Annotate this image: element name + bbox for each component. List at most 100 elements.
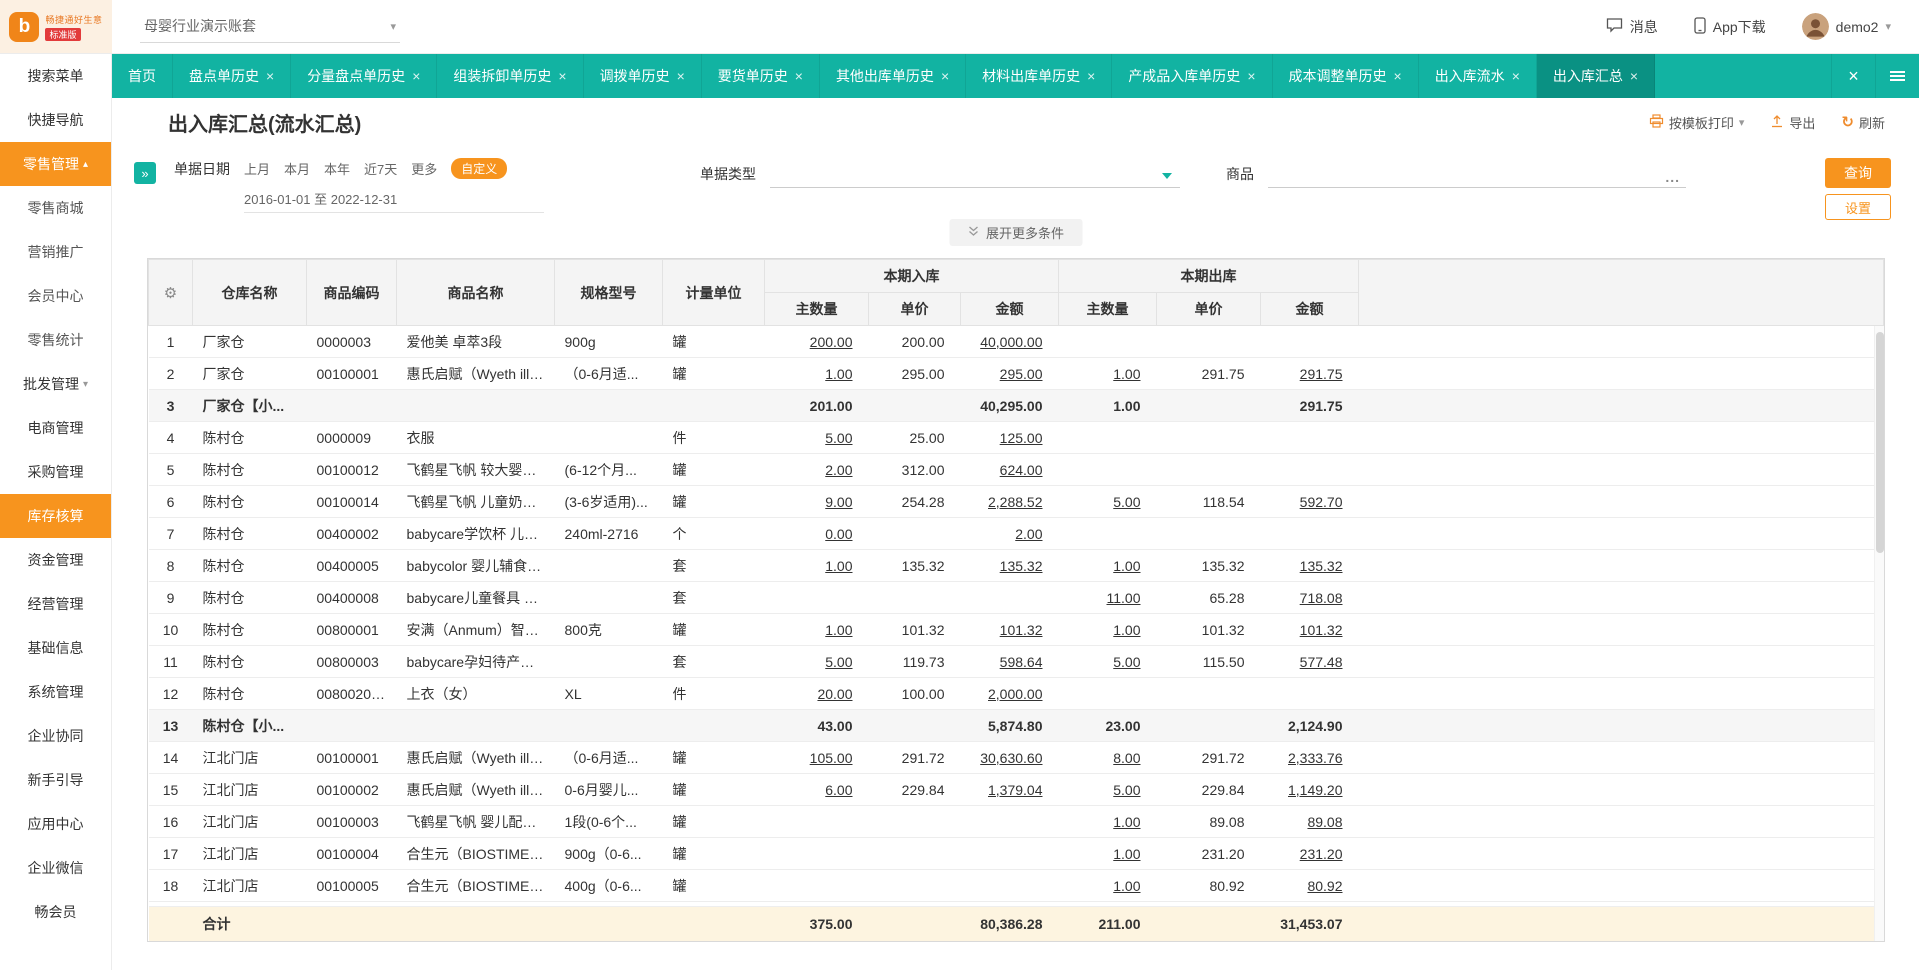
drilldown-link[interactable]: 598.64 — [999, 653, 1043, 670]
tab-close-icon[interactable]: × — [1393, 68, 1402, 84]
query-button[interactable]: 查询 — [1825, 158, 1891, 188]
drilldown-link[interactable]: 125.00 — [999, 429, 1043, 446]
close-all-tabs-button[interactable]: × — [1831, 54, 1875, 98]
sidebar-item-12[interactable]: 经营管理 — [0, 582, 111, 626]
drilldown-link[interactable]: 5.00 — [825, 653, 853, 670]
tab-close-icon[interactable]: × — [1511, 68, 1520, 84]
user-menu[interactable]: demo2 ▾ — [1801, 13, 1891, 40]
sidebar-item-11[interactable]: 资金管理 — [0, 538, 111, 582]
settings-button[interactable]: 设置 — [1825, 194, 1891, 220]
scrollbar-thumb[interactable] — [1876, 332, 1884, 554]
drilldown-link[interactable]: 577.48 — [1299, 653, 1343, 670]
drilldown-link[interactable]: 20.00 — [817, 685, 853, 702]
drilldown-link[interactable]: 2.00 — [825, 461, 853, 478]
tab-3[interactable]: 组装拆卸单历史 × — [437, 54, 584, 98]
date-quick-option-0[interactable]: 上月 — [244, 162, 271, 177]
drilldown-link[interactable]: 200.00 — [809, 333, 853, 350]
drilldown-link[interactable]: 1.00 — [825, 621, 853, 638]
sidebar-item-0[interactable]: 搜索菜单 — [0, 54, 111, 98]
tab-close-icon[interactable]: × — [412, 68, 421, 84]
tab-7[interactable]: 材料出库单历史 × — [966, 54, 1113, 98]
drilldown-link[interactable]: 8.00 — [1113, 749, 1141, 766]
product-input[interactable]: ... — [1268, 162, 1686, 188]
sidebar-item-19[interactable]: 畅会员 — [0, 890, 111, 934]
tab-close-icon[interactable]: × — [1247, 68, 1256, 84]
vertical-scrollbar[interactable] — [1874, 326, 1884, 941]
tab-2[interactable]: 分量盘点单历史 × — [291, 54, 438, 98]
drilldown-link[interactable]: 2,333.76 — [1288, 749, 1343, 766]
app-download-button[interactable]: App下载 — [1694, 16, 1766, 37]
drilldown-link[interactable]: 2,288.52 — [988, 493, 1043, 510]
drilldown-link[interactable]: 295.00 — [999, 365, 1043, 382]
drilldown-link[interactable]: 101.32 — [1299, 621, 1343, 638]
drilldown-link[interactable]: 1,379.04 — [988, 781, 1043, 798]
sidebar-item-17[interactable]: 应用中心 — [0, 802, 111, 846]
sidebar-item-5[interactable]: 会员中心 — [0, 274, 111, 318]
sidebar-item-14[interactable]: 系统管理 — [0, 670, 111, 714]
drilldown-link[interactable]: 11.00 — [1106, 589, 1141, 606]
drilldown-link[interactable]: 135.32 — [999, 557, 1043, 574]
sidebar-item-10[interactable]: 库存核算 — [0, 494, 111, 538]
doc-type-select[interactable] — [770, 162, 1180, 188]
date-quick-option-2[interactable]: 本年 — [324, 162, 351, 177]
tab-close-icon[interactable]: × — [1629, 68, 1639, 84]
tab-close-icon[interactable]: × — [558, 68, 567, 84]
drilldown-link[interactable]: 5.00 — [825, 429, 853, 446]
drilldown-link[interactable]: 40,000.00 — [980, 333, 1043, 350]
export-button[interactable]: 导出 — [1770, 113, 1815, 132]
drilldown-link[interactable]: 9.00 — [825, 493, 853, 510]
ellipsis-picker-icon[interactable]: ... — [1665, 169, 1680, 185]
sidebar-item-3[interactable]: 零售商城 — [0, 186, 111, 230]
drilldown-link[interactable]: 2,000.00 — [988, 685, 1043, 702]
tab-9[interactable]: 成本调整单历史 × — [1273, 54, 1419, 98]
drilldown-link[interactable]: 2.00 — [1015, 525, 1043, 542]
sidebar-item-4[interactable]: 营销推广 — [0, 230, 111, 274]
drilldown-link[interactable]: 0.00 — [825, 525, 853, 542]
drilldown-link[interactable]: 105.00 — [809, 749, 853, 766]
account-select[interactable]: 母婴行业演示账套 ▾ — [140, 10, 400, 43]
tab-close-icon[interactable]: × — [940, 68, 950, 84]
custom-date-badge[interactable]: 自定义 — [451, 158, 508, 179]
messages-button[interactable]: 消息 — [1606, 17, 1658, 37]
tab-close-icon[interactable]: × — [794, 68, 803, 84]
drilldown-link[interactable]: 231.20 — [1299, 845, 1343, 862]
tab-close-icon[interactable]: × — [1087, 68, 1096, 84]
sidebar-item-13[interactable]: 基础信息 — [0, 626, 111, 670]
refresh-button[interactable]: ↻ 刷新 — [1841, 113, 1885, 132]
date-range-field[interactable]: 2016-01-01 至 2022-12-31 — [244, 189, 544, 213]
collapse-filter-button[interactable]: » — [134, 162, 156, 184]
drilldown-link[interactable]: 1.00 — [1113, 845, 1141, 862]
sidebar-item-18[interactable]: 企业微信 — [0, 846, 111, 890]
drilldown-link[interactable]: 6.00 — [825, 781, 853, 798]
date-quick-option-4[interactable]: 更多 — [411, 162, 438, 177]
tab-0[interactable]: 首页 — [112, 54, 173, 98]
drilldown-link[interactable]: 624.00 — [999, 461, 1043, 478]
drilldown-link[interactable]: 291.75 — [1299, 365, 1343, 382]
drilldown-link[interactable]: 135.32 — [1299, 557, 1343, 574]
drilldown-link[interactable]: 5.00 — [1113, 781, 1141, 798]
sidebar-item-6[interactable]: 零售统计 — [0, 318, 111, 362]
print-by-template-button[interactable]: 按模板打印 ▾ — [1649, 113, 1744, 132]
drilldown-link[interactable]: 101.32 — [999, 621, 1043, 638]
drilldown-link[interactable]: 89.08 — [1307, 813, 1343, 830]
drilldown-link[interactable]: 1.00 — [825, 365, 853, 382]
date-quick-option-1[interactable]: 本月 — [284, 162, 311, 177]
drilldown-link[interactable]: 5.00 — [1113, 653, 1141, 670]
sidebar-item-8[interactable]: 电商管理 — [0, 406, 111, 450]
drilldown-link[interactable]: 5.00 — [1113, 493, 1141, 510]
tab-5[interactable]: 要货单历史 × — [702, 54, 820, 98]
column-settings-icon[interactable]: ⚙ — [163, 284, 178, 302]
drilldown-link[interactable]: 1.00 — [1113, 877, 1141, 894]
expand-more-button[interactable]: 展开更多条件 — [948, 219, 1083, 246]
date-quick-option-3[interactable]: 近7天 — [364, 162, 398, 177]
tab-4[interactable]: 调拨单历史 × — [584, 54, 702, 98]
tab-11[interactable]: 出入库汇总 × — [1536, 54, 1656, 98]
drilldown-link[interactable]: 80.92 — [1307, 877, 1343, 894]
drilldown-link[interactable]: 1,149.20 — [1288, 781, 1343, 798]
drilldown-link[interactable]: 1.00 — [825, 557, 853, 574]
drilldown-link[interactable]: 30,630.60 — [980, 749, 1043, 766]
sidebar-item-9[interactable]: 采购管理 — [0, 450, 111, 494]
tab-close-icon[interactable]: × — [676, 68, 685, 84]
sidebar-item-1[interactable]: 快捷导航 — [0, 98, 111, 142]
sidebar-item-16[interactable]: 新手引导 — [0, 758, 111, 802]
